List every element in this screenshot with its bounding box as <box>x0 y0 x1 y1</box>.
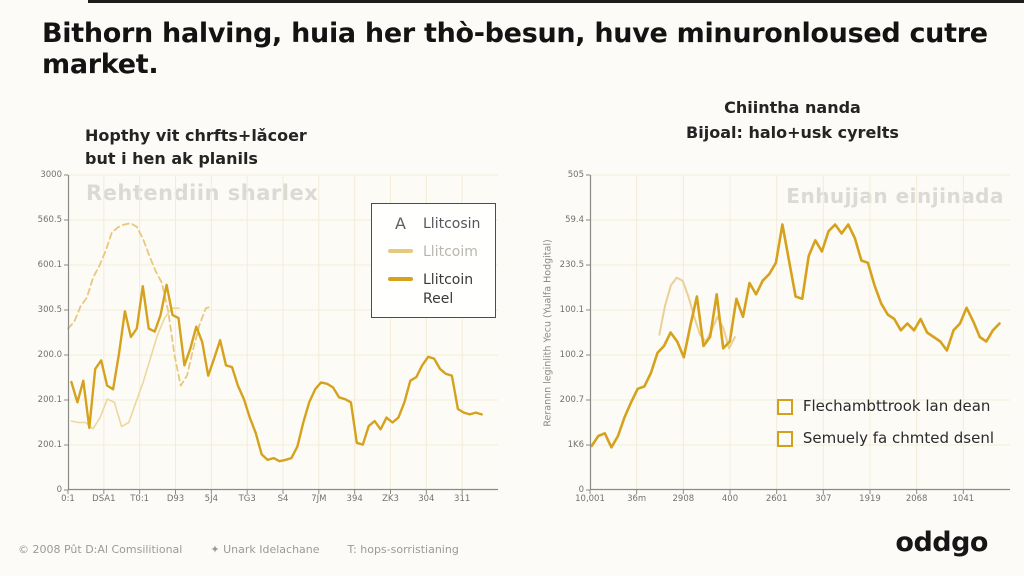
y-tick-label: 560.5 <box>37 215 62 225</box>
brand-logo: oddgo <box>895 527 988 558</box>
footer: © 2008 Pût D:Al Comsilitional ✦ Unark Id… <box>18 543 459 556</box>
legend-line-swatch-icon <box>388 249 413 253</box>
y-tick-label: 200.7 <box>559 395 584 405</box>
x-tick-label: 1919 <box>859 494 881 504</box>
axis-lines <box>589 175 1010 491</box>
series-line-llitcoin-reel <box>70 283 483 463</box>
right-chart-legend: Flechambttrook lan dean Semuely fa chmted… <box>776 397 994 449</box>
x-tick-label: 2068 <box>905 494 928 504</box>
y-tick-label: 100.2 <box>559 350 584 360</box>
left-chart-title: Hopthy vit chrfts+lǎcoer but i hen ak pl… <box>85 124 307 170</box>
legend-item-label: Llitcoim <box>423 244 478 261</box>
x-tick-label: ZK3 <box>382 494 399 504</box>
legend-item: Llitcoin Reel <box>388 271 483 307</box>
footer-item-right: T: hops-sorristianing <box>347 543 459 556</box>
slide-title: Bithorn halving, huia her thò-besun, huv… <box>42 18 988 80</box>
y-tick-label: 0 <box>578 485 584 495</box>
y-tick-label: 3000 <box>40 170 62 180</box>
right-chart-title: Chiintha nanda Bijoal: halo+usk cyrelts <box>555 96 1024 146</box>
y-tick-label: 505 <box>567 170 584 180</box>
legend-item-label: Llitcosin <box>423 216 481 232</box>
y-tick-label: 59.4 <box>565 215 584 225</box>
legend-item: Flechambttrook lan dean <box>776 397 994 417</box>
series-line-llitcoim <box>67 222 214 387</box>
x-tick-label: 400 <box>721 494 739 504</box>
left-chart-title-line1: Hopthy vit chrfts+lǎcoer <box>85 126 307 145</box>
series-line-semuely-fa-chmted-dsenl <box>658 276 736 350</box>
x-tick-label: 304 <box>418 494 435 504</box>
legend-item-label: Llitcoin Reel <box>423 272 474 307</box>
y-tick-label: 230.5 <box>559 260 584 270</box>
y-tick-label: 300.5 <box>37 305 62 315</box>
legend-item: A Llitcosin <box>388 215 483 233</box>
x-tick-label: 36m <box>627 494 647 504</box>
right-chart-watermark: Enhujjan einjinada <box>786 184 1004 208</box>
footer-copyright: © 2008 Pût D:Al Comsilitional <box>18 543 183 556</box>
x-tick-label: 311 <box>454 494 471 504</box>
x-tick-label: 5J4 <box>204 494 218 504</box>
legend-square-swatch-icon <box>776 399 793 415</box>
y-tick-label: 200.1 <box>37 395 62 405</box>
x-tick-label: DSA1 <box>92 494 116 504</box>
y-tick-label: 600.1 <box>37 260 62 270</box>
right-chart-title-line2: Bijoal: halo+usk cyrelts <box>686 122 899 142</box>
right-chart-canvas <box>586 174 1010 494</box>
x-tick-label: 2601 <box>765 494 788 504</box>
left-chart-legend: A Llitcosin Llitcoim Llitcoin Reel <box>371 203 496 318</box>
y-tick-label: 0 <box>56 485 62 495</box>
right-chart-plot: Enhujjan einjinada Rerannn leginlith Yec… <box>543 170 1010 504</box>
left-chart-x-axis-ticks: 0:1 DSA1 T0:1 D93 5J4 TG3 S4 7JM 394 ZK3 304 311 <box>61 494 498 510</box>
top-border-line <box>88 0 1024 3</box>
legend-item: Semuely fa chmted dsenl <box>776 428 994 449</box>
x-tick-label: T0:1 <box>130 494 150 504</box>
x-tick-label: 2908 <box>672 494 695 504</box>
x-tick-label: 10,001 <box>575 494 605 504</box>
right-chart-x-axis-ticks: 10,001 36m 2908 400 2601 307 1919 2068 1041 <box>575 494 1010 510</box>
footer-item-middle: ✦ Unark Idelachane <box>210 543 320 556</box>
y-tick-label: 100.1 <box>559 305 584 315</box>
left-chart-title-line2: but i hen ak planils <box>85 149 258 169</box>
legend-item: Llitcoim <box>388 243 483 261</box>
legend-item-label: Flechambttrook lan dean <box>802 397 991 415</box>
x-tick-label: 394 <box>346 494 363 504</box>
x-tick-label: D93 <box>166 494 185 504</box>
legend-letter-A-icon: A <box>395 214 406 233</box>
right-chart-title-line1: Chiintha nanda <box>724 98 861 117</box>
left-chart-watermark: Rehtendiin sharlex <box>86 181 319 205</box>
legend-line-swatch-icon <box>388 277 413 281</box>
y-tick-label: 200.1 <box>37 440 62 450</box>
series-line-flechambttrook-lan-dean <box>590 223 1001 449</box>
y-tick-label: 200.0 <box>37 350 62 360</box>
left-chart-y-axis-ticks: 3000 560.5 600.1 300.5 200.0 200.1 200.1 0 <box>18 170 62 495</box>
left-chart-plot: Rehtendiin sharlex 3000 560.5 600.1 300.5 20… <box>38 170 498 504</box>
x-tick-label: 1041 <box>952 494 975 504</box>
legend-item-label: Semuely fa chmted dsenl <box>802 428 994 447</box>
axis-lines <box>67 175 498 491</box>
legend-square-swatch-icon <box>776 430 793 447</box>
right-chart-y-axis-ticks: 505 59.4 230.5 100.1 100.2 200.7 1K6 0 <box>540 170 584 495</box>
x-tick-label: S4 <box>277 494 289 504</box>
left-chart-canvas <box>64 174 498 494</box>
y-tick-label: 1K6 <box>567 440 584 450</box>
x-tick-label: 7JM <box>311 494 327 504</box>
x-tick-label: TG3 <box>238 494 256 504</box>
x-tick-label: 307 <box>815 494 832 504</box>
x-tick-label: 0:1 <box>61 494 75 504</box>
